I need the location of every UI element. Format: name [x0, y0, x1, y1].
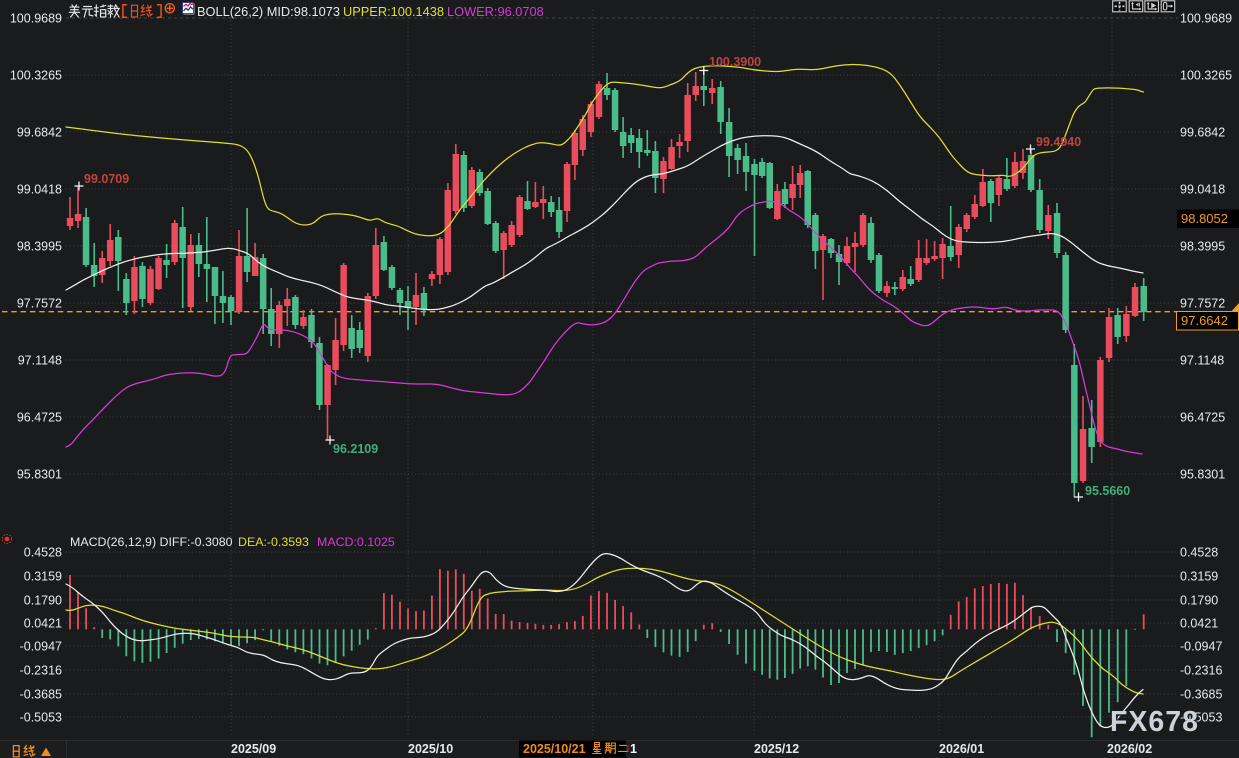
- svg-text:FX678: FX678: [1112, 708, 1201, 740]
- svg-text:97.7572: 97.7572: [17, 297, 62, 311]
- svg-text:95.8301: 95.8301: [17, 468, 62, 482]
- svg-text:-0.0947: -0.0947: [20, 640, 62, 654]
- svg-text:96.4725: 96.4725: [17, 411, 62, 425]
- svg-text:MACD(26,12,9) DIFF:-0.3080: MACD(26,12,9) DIFF:-0.3080: [70, 535, 233, 549]
- svg-text:0.1790: 0.1790: [1180, 594, 1218, 608]
- svg-text:0.3159: 0.3159: [24, 570, 62, 584]
- svg-text:99.6842: 99.6842: [17, 126, 62, 140]
- svg-text:LOWER:96.0708: LOWER:96.0708: [447, 4, 544, 19]
- svg-text:99.0418: 99.0418: [17, 183, 62, 197]
- svg-text:UPPER:100.1438: UPPER:100.1438: [343, 4, 444, 19]
- svg-text:2026/01: 2026/01: [939, 742, 984, 756]
- svg-text:100.9689: 100.9689: [10, 12, 62, 26]
- svg-text:97.6642: 97.6642: [1181, 313, 1228, 328]
- svg-text:-0.2316: -0.2316: [1180, 664, 1222, 678]
- svg-text:FX678: FX678: [1110, 706, 1199, 738]
- svg-text:2025/10: 2025/10: [408, 742, 453, 756]
- svg-text:0.4528: 0.4528: [24, 546, 62, 560]
- svg-text:2025/12: 2025/12: [754, 742, 799, 756]
- svg-text:0.4528: 0.4528: [1180, 546, 1218, 560]
- svg-text:99.0418: 99.0418: [1180, 183, 1225, 197]
- svg-text:95.8301: 95.8301: [1180, 468, 1225, 482]
- svg-text:-0.3685: -0.3685: [20, 688, 62, 702]
- svg-text:97.1148: 97.1148: [18, 354, 62, 368]
- svg-text:0.0421: 0.0421: [24, 617, 62, 631]
- svg-text:96.2109: 96.2109: [333, 442, 378, 456]
- svg-text:95.5660: 95.5660: [1085, 484, 1130, 498]
- svg-text:MACD:0.1025: MACD:0.1025: [317, 535, 395, 549]
- svg-text:0.0421: 0.0421: [1180, 617, 1218, 631]
- svg-text:97.1148: 97.1148: [1180, 354, 1224, 368]
- svg-text:-0.2316: -0.2316: [20, 664, 62, 678]
- svg-text:0.1790: 0.1790: [24, 594, 62, 608]
- svg-text:2025/10/21: 2025/10/21: [523, 742, 586, 756]
- svg-text:2026/02: 2026/02: [1107, 742, 1152, 756]
- svg-text:2025/09: 2025/09: [231, 742, 276, 756]
- svg-text:97.7572: 97.7572: [1180, 297, 1225, 311]
- svg-text:-0.5053: -0.5053: [20, 711, 62, 725]
- svg-text:99.6842: 99.6842: [1180, 126, 1225, 140]
- svg-text:1: 1: [630, 742, 637, 756]
- svg-text:-0.5053: -0.5053: [1180, 711, 1222, 725]
- svg-text:BOLL(26,2) MID:98.1073: BOLL(26,2) MID:98.1073: [197, 4, 340, 19]
- svg-text:99.4940: 99.4940: [1036, 135, 1081, 149]
- svg-text:DEA:-0.3593: DEA:-0.3593: [238, 535, 309, 549]
- svg-text:99.0709: 99.0709: [84, 172, 129, 186]
- svg-text:98.3995: 98.3995: [17, 240, 62, 254]
- svg-text:98.3995: 98.3995: [1180, 240, 1225, 254]
- svg-text:-0.3685: -0.3685: [1180, 688, 1222, 702]
- svg-text:100.3265: 100.3265: [1180, 69, 1232, 83]
- svg-text:96.4725: 96.4725: [1180, 411, 1225, 425]
- svg-text:100.9689: 100.9689: [1180, 12, 1232, 26]
- svg-text:100.3900: 100.3900: [709, 55, 761, 69]
- svg-text:-0.0947: -0.0947: [1180, 640, 1222, 654]
- svg-text:100.3265: 100.3265: [10, 69, 62, 83]
- svg-text:0.3159: 0.3159: [1180, 570, 1218, 584]
- svg-text:98.8052: 98.8052: [1181, 211, 1228, 226]
